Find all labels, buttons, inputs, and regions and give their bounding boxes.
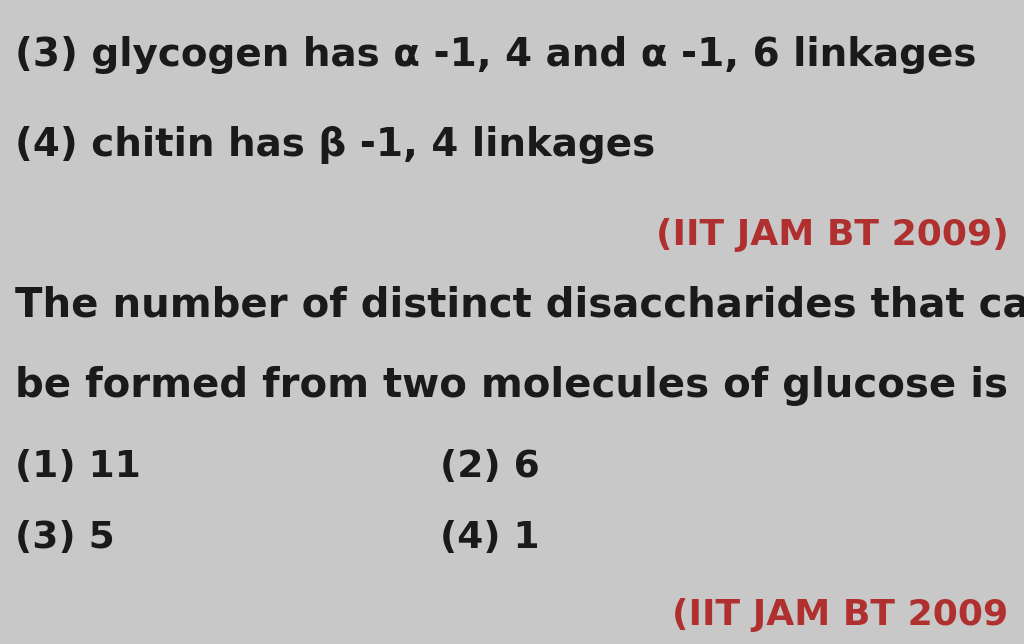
Text: (IIT JAM BT 2009): (IIT JAM BT 2009) [656,218,1009,252]
Text: (3) glycogen has α -1, 4 and α -1, 6 linkages: (3) glycogen has α -1, 4 and α -1, 6 lin… [15,35,977,74]
Text: (2) 6: (2) 6 [440,449,540,485]
Text: (3) 5: (3) 5 [15,520,115,556]
Text: The number of distinct disaccharides that can: The number of distinct disaccharides tha… [15,286,1024,326]
Text: be formed from two molecules of glucose is: be formed from two molecules of glucose … [15,366,1009,406]
Text: (4) 1: (4) 1 [440,520,540,556]
Text: (1) 11: (1) 11 [15,449,141,485]
Text: (4) chitin has β -1, 4 linkages: (4) chitin has β -1, 4 linkages [15,126,655,164]
Text: (IIT JAM BT 2009: (IIT JAM BT 2009 [673,598,1009,632]
